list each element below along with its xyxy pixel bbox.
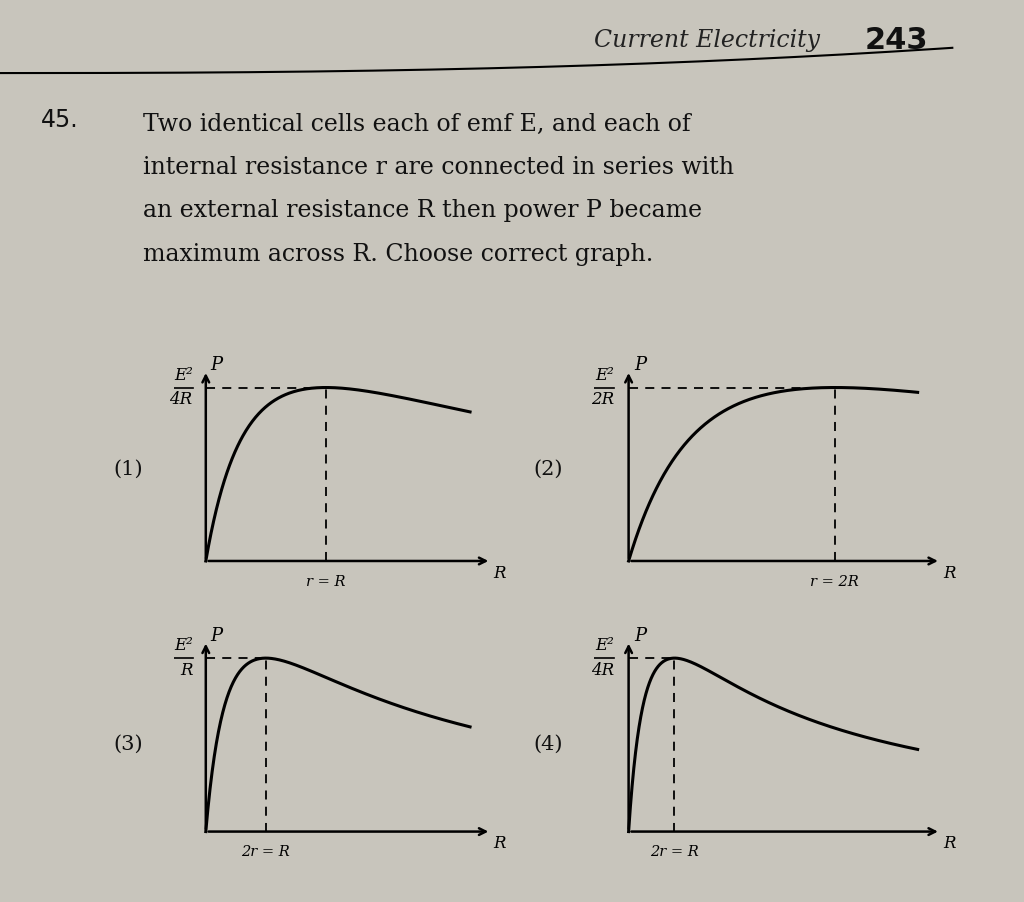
Text: an external resistance R then power P became: an external resistance R then power P be… (143, 199, 702, 222)
Text: internal resistance r are connected in series with: internal resistance r are connected in s… (143, 156, 734, 179)
Text: maximum across R. Choose correct graph.: maximum across R. Choose correct graph. (143, 243, 653, 265)
Text: 2R: 2R (591, 391, 614, 409)
Text: (3): (3) (114, 734, 142, 754)
Text: R: R (180, 662, 193, 679)
Text: 45.: 45. (41, 108, 79, 133)
Text: E²: E² (174, 367, 193, 384)
Text: 2r = R: 2r = R (242, 845, 290, 860)
Text: P: P (210, 356, 222, 374)
Text: E²: E² (595, 367, 614, 384)
Text: 2r = R: 2r = R (650, 845, 698, 860)
Text: E²: E² (174, 638, 193, 655)
Text: R: R (943, 835, 955, 852)
Text: r = R: r = R (306, 575, 346, 589)
Text: R: R (493, 835, 506, 852)
Text: P: P (210, 627, 222, 645)
Text: R: R (943, 565, 955, 582)
Text: E²: E² (595, 638, 614, 655)
Text: Current Electricity: Current Electricity (594, 29, 820, 52)
Text: Two identical cells each of emf E, and each of: Two identical cells each of emf E, and e… (143, 113, 691, 135)
Text: (4): (4) (534, 734, 562, 754)
Text: R: R (493, 565, 506, 582)
Text: (2): (2) (534, 459, 562, 479)
Text: P: P (634, 627, 646, 645)
Text: P: P (634, 356, 646, 374)
Text: 4R: 4R (591, 662, 614, 679)
Text: 4R: 4R (169, 391, 193, 409)
Text: (1): (1) (114, 459, 142, 479)
Text: 243: 243 (864, 26, 928, 55)
Text: r = 2R: r = 2R (810, 575, 859, 589)
